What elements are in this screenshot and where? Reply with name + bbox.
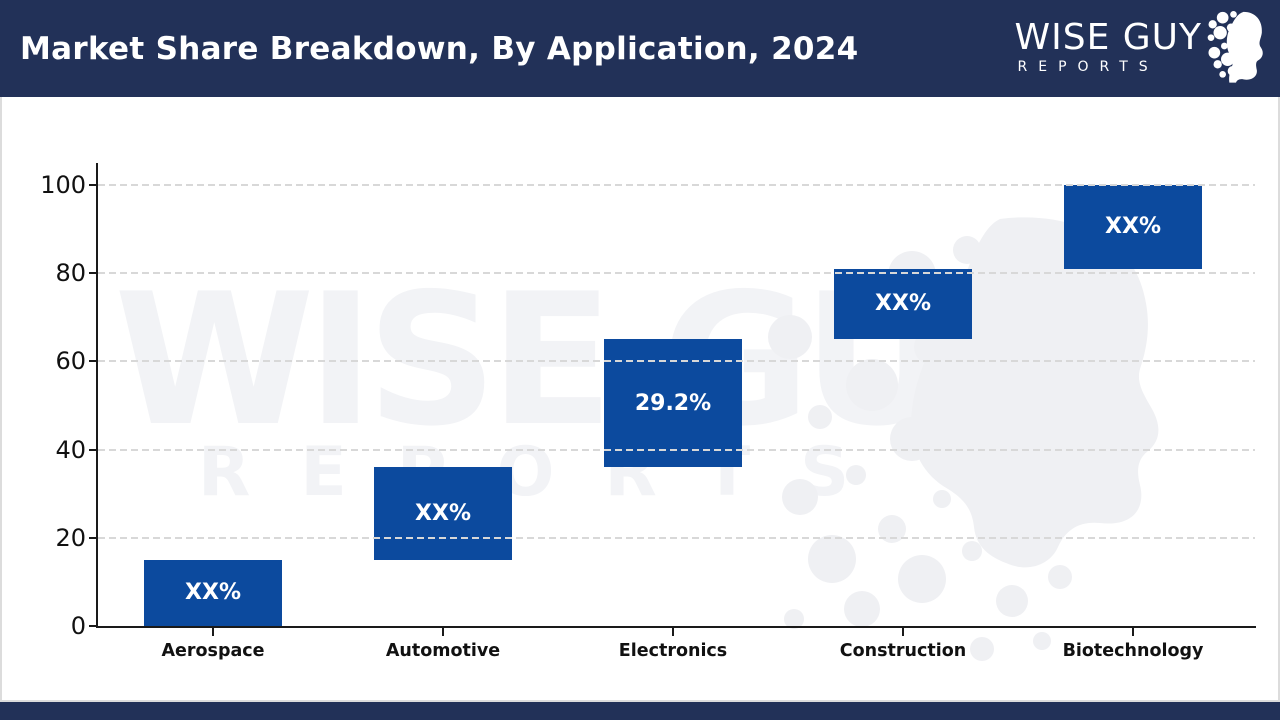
brand-wordmark: WISE GUY xyxy=(1014,16,1202,58)
y-tick-mark xyxy=(89,183,96,186)
gridline xyxy=(98,183,1255,186)
y-tick-label: 0 xyxy=(70,612,86,640)
bar-segment: XX% xyxy=(144,559,282,626)
gridline xyxy=(98,448,1255,451)
x-tick-mark xyxy=(442,628,444,636)
bar-segment: XX% xyxy=(834,268,972,340)
chart-canvas: WISE GUY REPORTS 0 20 40 60 80 100 XX% Aerospac… xyxy=(0,97,1280,702)
y-axis-spine xyxy=(96,163,98,628)
x-axis-spine xyxy=(96,626,1256,628)
y-tick-mark xyxy=(89,272,96,275)
y-tick-label: 40 xyxy=(55,435,86,464)
y-tick-label: 80 xyxy=(55,259,86,288)
bar-value-label: XX% xyxy=(1105,214,1161,240)
brand-subtitle: REPORTS xyxy=(1017,59,1159,76)
y-tick-mark xyxy=(89,360,96,363)
y-tick-mark xyxy=(89,448,96,451)
gridline xyxy=(98,536,1255,539)
bar-value-label: XX% xyxy=(875,291,931,317)
header-bar: Market Share Breakdown, By Application, … xyxy=(0,0,1280,97)
gridline xyxy=(98,272,1255,275)
dotted-head-logo-icon xyxy=(1207,11,1263,83)
brand-logo: WISE GUY REPORTS xyxy=(1015,6,1267,86)
x-axis-label: Biotechnology xyxy=(1062,641,1204,661)
bar-value-label: XX% xyxy=(415,500,471,526)
x-tick-mark xyxy=(212,628,214,636)
bar-value-label: 29.2% xyxy=(634,390,712,416)
x-tick-mark xyxy=(672,628,674,636)
chart-title: Market Share Breakdown, By Application, … xyxy=(20,30,859,67)
x-tick-mark xyxy=(902,628,904,636)
bar-segment: XX% xyxy=(374,467,512,560)
y-tick-label: 20 xyxy=(55,523,86,552)
brand-logo-text: WISE GUY REPORTS xyxy=(1015,17,1203,75)
bar-segment: XX% xyxy=(1064,184,1202,269)
x-axis-label: Automotive xyxy=(385,641,501,661)
bar-value-label: XX% xyxy=(185,580,241,606)
gridline xyxy=(98,360,1255,363)
x-tick-mark xyxy=(1132,628,1134,636)
y-tick-label: 100 xyxy=(40,170,86,199)
x-axis-label: Electronics xyxy=(618,641,728,661)
y-tick-mark xyxy=(89,536,96,539)
y-tick-label: 60 xyxy=(55,347,86,376)
footer-bar xyxy=(0,702,1280,720)
x-axis-label: Construction xyxy=(839,641,967,661)
x-axis-label: Aerospace xyxy=(161,641,265,661)
y-tick-mark xyxy=(89,625,96,627)
